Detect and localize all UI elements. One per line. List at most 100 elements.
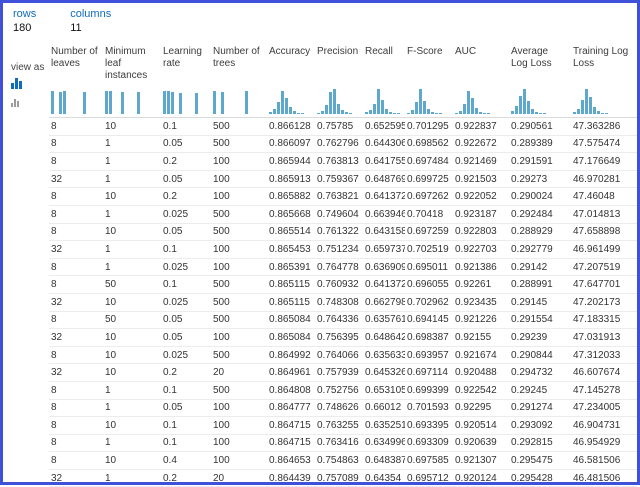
cell-recall: 0.648387 — [365, 455, 405, 467]
column-header-average-log-loss[interactable]: Average Log Loss — [511, 46, 552, 69]
table-row: 32 10 0.025 500 0.865115 0.748308 0.662798 0.70… — [49, 294, 637, 312]
rows-label: rows — [13, 8, 37, 20]
cell-number-of-trees: 100 — [213, 191, 230, 203]
column-histogram-number-of-trees[interactable] — [211, 86, 267, 117]
histogram-bar — [277, 102, 280, 114]
histogram-bar — [245, 91, 248, 114]
column-histogram-training-log-loss[interactable] — [571, 86, 633, 117]
cell-number-of-leaves: 8 — [51, 402, 57, 414]
dataset-table: Number of leaves Minimum leaf instances Le… — [49, 36, 637, 487]
cell-f-score: 0.693957 — [407, 349, 449, 361]
cell-minimum-leaf-instances: 1 — [105, 208, 111, 220]
cell-number-of-leaves: 32 — [51, 331, 63, 343]
cell-precision: 0.756395 — [317, 331, 359, 343]
column-histogram-average-log-loss[interactable] — [509, 86, 571, 117]
cell-training-log-loss: 47.363286 — [573, 120, 621, 132]
cell-auc: 0.921307 — [455, 455, 497, 467]
cell-recall: 0.641372 — [365, 279, 405, 291]
cell-accuracy: 0.865115 — [269, 296, 310, 308]
histogram-bar — [369, 110, 372, 114]
column-header-learning-rate[interactable]: Learning rate — [163, 46, 202, 69]
cell-f-score: 0.697114 — [407, 367, 448, 379]
cell-accuracy: 0.864715 — [269, 419, 311, 431]
histogram-bar — [349, 113, 352, 114]
cell-recall: 0.659737 — [365, 243, 405, 255]
table-row: 32 1 0.2 20 0.864439 0.757089 0.64354 0.695712 0… — [49, 470, 637, 487]
cell-recall: 0.66012 — [365, 402, 402, 414]
cell-average-log-loss: 0.29142 — [511, 261, 548, 273]
compact-view-icon[interactable] — [11, 95, 19, 107]
histogram-bar — [511, 111, 514, 114]
cell-number-of-trees: 500 — [213, 120, 230, 132]
cell-number-of-leaves: 32 — [51, 243, 63, 255]
column-histogram-auc[interactable] — [453, 86, 509, 117]
histogram-chart — [51, 88, 99, 114]
cell-recall: 0.635633 — [365, 349, 405, 361]
table-row: 8 1 0.1 100 0.864715 0.763416 0.634996 0.693309… — [49, 435, 637, 453]
cell-f-score: 0.696055 — [407, 279, 449, 291]
cell-recall: 0.634996 — [365, 437, 405, 449]
cell-training-log-loss: 46.481506 — [573, 472, 621, 484]
cell-average-log-loss: 0.291554 — [511, 314, 553, 326]
column-histogram-number-of-leaves[interactable] — [49, 86, 103, 117]
table-row: 32 10 0.2 20 0.864961 0.757939 0.645326 0.69711… — [49, 364, 637, 382]
cell-training-log-loss: 46.581506 — [573, 455, 621, 467]
histogram-bar — [105, 91, 108, 114]
column-header-precision[interactable]: Precision — [317, 46, 359, 57]
cell-precision: 0.748626 — [317, 402, 359, 414]
column-header-recall[interactable]: Recall — [365, 46, 393, 57]
column-header-number-of-leaves[interactable]: Number of leaves — [51, 46, 98, 69]
cell-precision: 0.763416 — [317, 437, 359, 449]
cell-precision: 0.763821 — [317, 191, 359, 203]
histogram-bar — [475, 108, 478, 114]
table-row: 8 10 0.1 500 0.866128 0.75785 0.652595 0.701295… — [49, 118, 637, 136]
column-header-minimum-leaf-instances[interactable]: Minimum leaf instances — [105, 46, 148, 81]
column-header-number-of-trees[interactable]: Number of trees — [213, 46, 260, 69]
histogram-bar — [459, 111, 462, 114]
cell-number-of-leaves: 8 — [51, 120, 57, 132]
histogram-bar — [427, 109, 430, 114]
column-header-f-score[interactable]: F-Score — [407, 46, 443, 57]
table-row: 8 1 0.1 500 0.864808 0.752756 0.653105 0.699399… — [49, 382, 637, 400]
cell-f-score: 0.702519 — [407, 243, 449, 255]
histogram-bar — [543, 113, 546, 114]
column-histogram-learning-rate[interactable] — [161, 86, 211, 117]
histogram-bar — [523, 89, 526, 114]
cell-recall: 0.663946 — [365, 208, 405, 220]
histogram-bar — [329, 92, 332, 114]
column-histogram-f-score[interactable] — [405, 86, 453, 117]
column-header-auc[interactable]: AUC — [455, 46, 477, 57]
cell-learning-rate: 0.05 — [163, 331, 183, 343]
column-histogram-minimum-leaf-instances[interactable] — [103, 86, 161, 117]
histogram-bar — [423, 101, 426, 114]
cell-average-log-loss: 0.292484 — [511, 208, 553, 220]
histogram-bar — [289, 107, 292, 114]
cell-recall: 0.636909 — [365, 261, 405, 273]
column-histogram-accuracy[interactable] — [267, 86, 315, 117]
cell-recall: 0.648642 — [365, 331, 405, 343]
cell-number-of-trees: 500 — [213, 384, 230, 396]
table-row: 8 10 0.4 100 0.864653 0.754863 0.648387 0.69758… — [49, 452, 637, 470]
cell-accuracy: 0.865084 — [269, 314, 311, 326]
cell-auc: 0.921386 — [455, 261, 497, 273]
dataset-summary-bar: rows 180 columns 11 — [3, 3, 637, 36]
column-histogram-precision[interactable] — [315, 86, 363, 117]
cell-number-of-trees: 20 — [213, 367, 225, 379]
histogram-view-icon[interactable] — [11, 77, 22, 89]
column-histogram-recall[interactable] — [363, 86, 405, 117]
cell-recall: 0.641372 — [365, 191, 405, 203]
column-header-accuracy[interactable]: Accuracy — [269, 46, 311, 57]
histogram-bar — [455, 113, 458, 114]
cell-auc: 0.922672 — [455, 138, 497, 150]
histogram-chart — [407, 88, 449, 114]
cell-number-of-leaves: 8 — [51, 314, 57, 326]
cell-f-score: 0.695712 — [407, 472, 449, 484]
cell-number-of-leaves: 8 — [51, 138, 57, 150]
cell-number-of-trees: 100 — [213, 419, 230, 431]
table-row: 8 1 0.025 100 0.865391 0.764778 0.636909 0.6950… — [49, 259, 637, 277]
histogram-bar — [605, 113, 608, 114]
cell-average-log-loss: 0.292779 — [511, 243, 553, 255]
cell-number-of-trees: 100 — [213, 173, 230, 185]
cell-number-of-leaves: 8 — [51, 208, 57, 220]
column-header-training-log-loss[interactable]: Training Log Loss — [573, 46, 629, 69]
